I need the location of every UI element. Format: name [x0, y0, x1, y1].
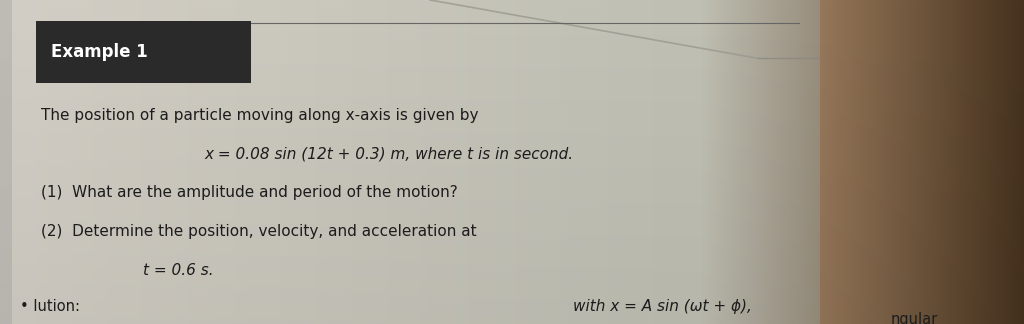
Text: with x = A sin (ωt + ϕ),: with x = A sin (ωt + ϕ),	[573, 299, 753, 314]
Text: x = 0.08 sin (12t + 0.3) m, where t is in second.: x = 0.08 sin (12t + 0.3) m, where t is i…	[205, 146, 573, 161]
Text: The position of a particle moving along x-axis is given by: The position of a particle moving along …	[41, 108, 478, 122]
Text: ngular: ngular	[891, 312, 938, 324]
Text: (2)  Determine the position, velocity, and acceleration at: (2) Determine the position, velocity, an…	[41, 224, 476, 239]
Text: Example 1: Example 1	[51, 43, 147, 61]
Text: (1)  What are the amplitude and period of the motion?: (1) What are the amplitude and period of…	[41, 185, 458, 200]
Text: t = 0.6 s.: t = 0.6 s.	[143, 263, 214, 278]
FancyBboxPatch shape	[0, 0, 12, 324]
FancyBboxPatch shape	[36, 21, 251, 83]
Text: • lution:: • lution:	[20, 299, 81, 314]
